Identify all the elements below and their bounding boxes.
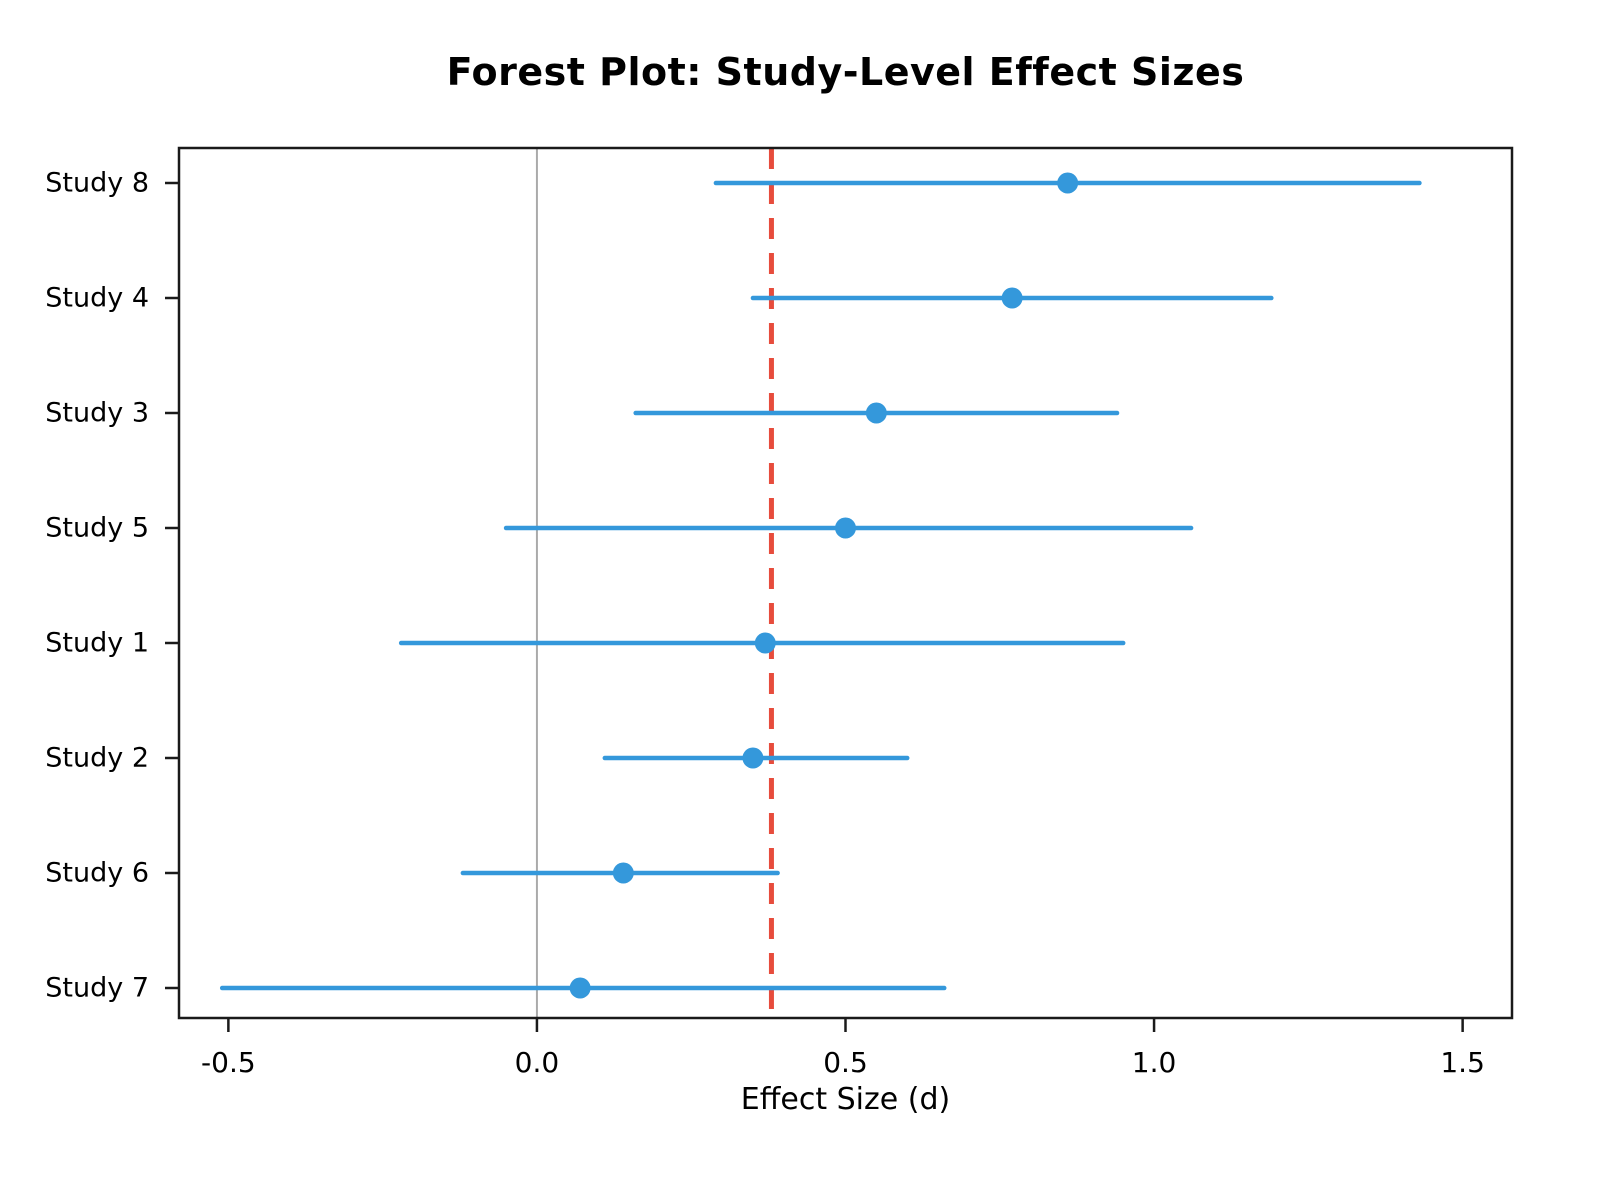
effect-point [754, 632, 776, 654]
x-tick-label: 1.5 [1440, 1046, 1485, 1079]
study-label: Study 4 [45, 283, 149, 314]
study-label: Study 5 [45, 513, 149, 544]
plot-frame [177, 146, 1514, 1020]
effect-point [835, 517, 856, 539]
x-tick-label: 1.0 [1132, 1046, 1177, 1079]
study-label: Study 7 [45, 973, 149, 1004]
effect-point [1001, 287, 1023, 309]
study-label: Study 1 [45, 628, 149, 659]
effect-point [612, 862, 634, 884]
x-tick-label: 0.5 [823, 1046, 868, 1079]
effect-point [1057, 172, 1079, 194]
x-axis-label: Effect Size (d) [740, 1082, 951, 1117]
chart-title: Forest Plot: Study-Level Effect Sizes [446, 50, 1245, 94]
x-tick-label: 0.0 [515, 1046, 560, 1079]
study-label: Study 3 [45, 398, 149, 429]
effect-point [865, 402, 887, 424]
study-label: Study 6 [45, 858, 149, 889]
effect-point [742, 747, 764, 769]
effect-point [569, 977, 591, 999]
study-label: Study 8 [45, 168, 149, 199]
x-tick-label: -0.5 [201, 1046, 256, 1079]
study-label: Study 2 [45, 743, 149, 774]
